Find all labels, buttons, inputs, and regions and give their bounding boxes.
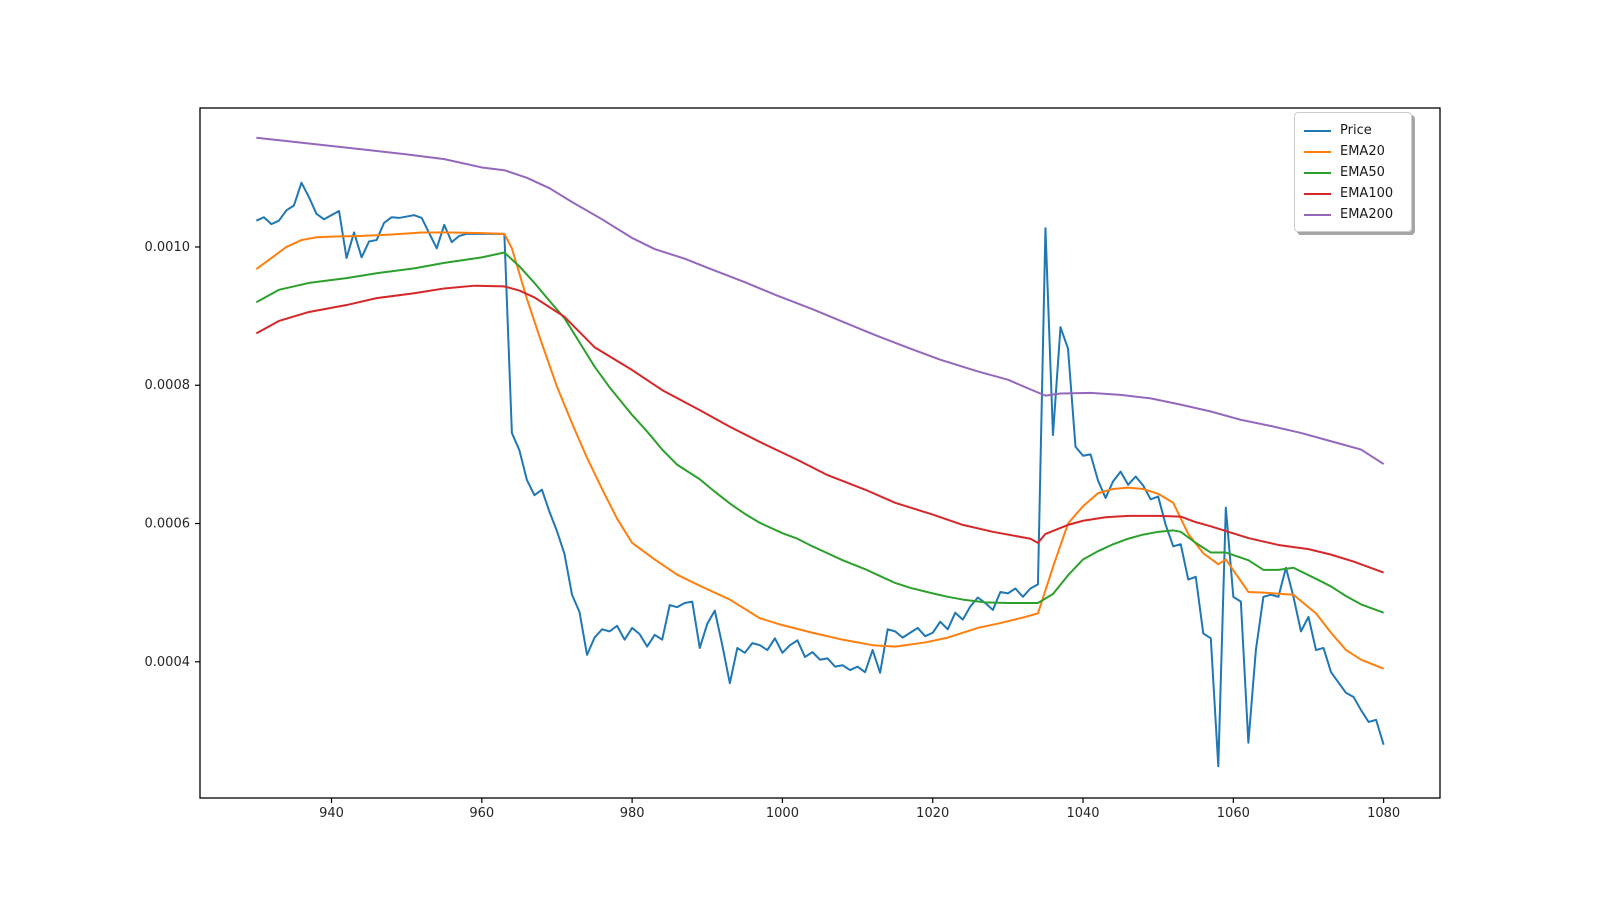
legend-item-ema200: EMA200 xyxy=(1304,204,1402,225)
x-tick-label: 960 xyxy=(469,806,494,821)
legend-label: EMA100 xyxy=(1340,186,1394,201)
chart-legend: Price EMA20 EMA50 EMA100 EMA200 xyxy=(1294,112,1412,232)
legend-item-ema50: EMA50 xyxy=(1304,162,1402,183)
legend-line-swatch xyxy=(1304,213,1331,216)
ema100-line xyxy=(255,284,1384,574)
x-tick-label: 980 xyxy=(620,806,645,821)
y-tick-label: 0.0008 xyxy=(145,378,191,393)
price-line xyxy=(255,181,1385,768)
legend-label: EMA50 xyxy=(1340,165,1385,180)
x-tick-label: 1020 xyxy=(916,806,949,821)
legend-label: EMA20 xyxy=(1340,144,1385,159)
x-tick-label: 1040 xyxy=(1066,806,1099,821)
ema20-line xyxy=(255,231,1385,670)
ema200-line xyxy=(256,136,1385,465)
plot-area xyxy=(200,108,1440,798)
legend-line-swatch xyxy=(1304,129,1331,132)
x-tick-label: 940 xyxy=(319,806,344,821)
y-tick-label: 0.0010 xyxy=(145,240,191,255)
x-tick-label: 1000 xyxy=(766,806,799,821)
x-tick-label: 1060 xyxy=(1217,806,1250,821)
legend-line-swatch xyxy=(1304,192,1331,195)
axes-spines xyxy=(199,107,1441,799)
legend-label: EMA200 xyxy=(1340,207,1394,222)
x-tick-label: 1080 xyxy=(1367,806,1400,821)
legend-item-ema100: EMA100 xyxy=(1304,183,1402,204)
legend-line-swatch xyxy=(1304,171,1331,174)
ema50-line xyxy=(255,251,1384,614)
legend-line-swatch xyxy=(1304,150,1331,153)
y-tick-label: 0.0006 xyxy=(145,517,191,532)
legend-item-ema20: EMA20 xyxy=(1304,141,1402,162)
legend-label: Price xyxy=(1340,123,1372,138)
legend-item-price: Price xyxy=(1304,120,1402,141)
y-tick-label: 0.0004 xyxy=(145,655,191,670)
